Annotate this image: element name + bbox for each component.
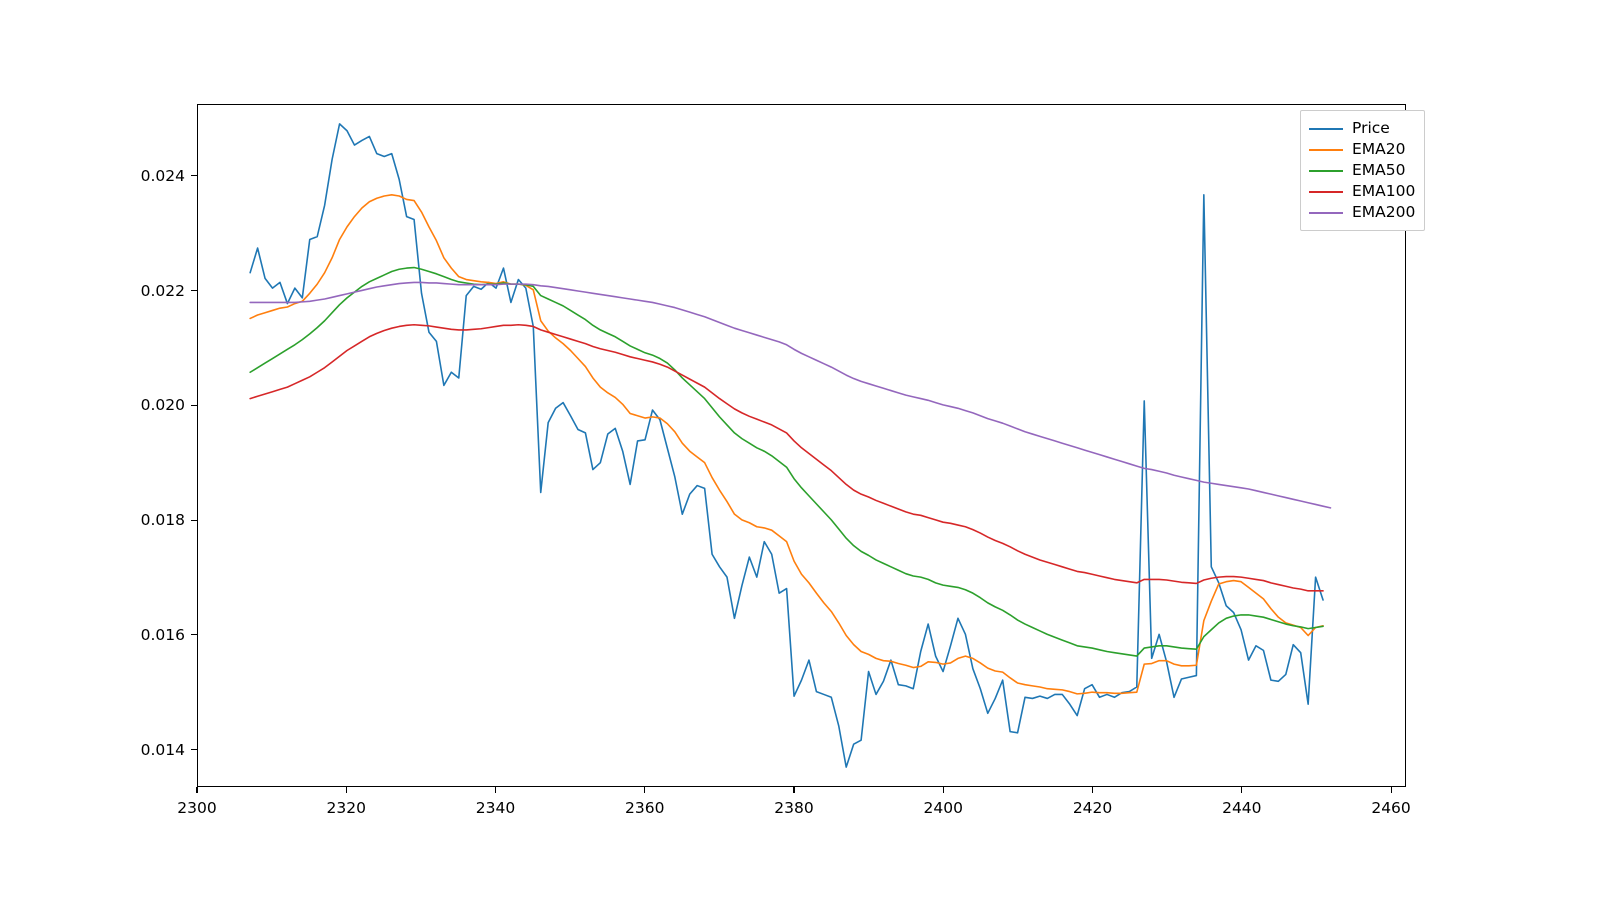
legend-item-ema50: EMA50: [1309, 160, 1415, 181]
x-tick-mark: [942, 787, 944, 793]
y-tick-mark: [191, 175, 197, 177]
y-tick-mark: [191, 289, 197, 292]
legend-item-price: Price: [1309, 118, 1415, 139]
y-tick-label: 0.020: [140, 396, 185, 415]
series-canvas: [249, 123, 1332, 768]
y-tick-label: 0.024: [140, 166, 185, 185]
x-tick-label: 2400: [923, 799, 964, 817]
x-tick-label: 2300: [177, 799, 217, 817]
legend-color-swatch: [1309, 169, 1343, 172]
y-tick-mark: [191, 749, 197, 751]
x-tick-mark: [644, 787, 646, 793]
x-tick-label: 2440: [1222, 799, 1262, 817]
legend-label: EMA20: [1352, 139, 1406, 158]
y-tick-label: 0.014: [140, 740, 185, 759]
x-tick-mark: [1241, 787, 1243, 793]
x-tick-label: 2360: [625, 799, 665, 817]
x-tick-mark: [1092, 787, 1094, 793]
legend-label: Price: [1352, 118, 1390, 137]
x-tick-label: 2420: [1072, 799, 1113, 817]
x-tick-mark: [494, 787, 497, 793]
legend-label: EMA50: [1352, 160, 1406, 179]
series-line-price: [249, 123, 1324, 768]
x-tick-label: 2380: [774, 799, 814, 817]
y-tick-label: 0.016: [140, 625, 185, 644]
legend-color-swatch: [1309, 127, 1343, 130]
legend-item-ema100: EMA100: [1309, 181, 1415, 202]
series-line-ema20: [249, 194, 1324, 695]
chart-legend: Price EMA20 EMA50 EMA100 EMA200: [1300, 110, 1426, 231]
x-tick-label: 2460: [1371, 799, 1411, 817]
x-tick-mark: [196, 787, 198, 793]
x-tick-label: 2320: [326, 799, 366, 817]
legend-color-swatch: [1309, 148, 1343, 151]
legend-color-swatch: [1309, 190, 1343, 193]
legend-label: EMA100: [1352, 181, 1416, 200]
series-line-ema200: [249, 281, 1332, 509]
series-line-ema50: [249, 266, 1324, 657]
legend-item-ema200: EMA200: [1309, 202, 1415, 223]
y-tick-mark: [191, 404, 197, 406]
series-line-ema100: [249, 323, 1324, 592]
legend-color-swatch: [1309, 211, 1343, 214]
legend-item-ema20: EMA20: [1309, 139, 1415, 160]
x-tick-mark: [793, 787, 795, 793]
plot-area: [197, 104, 1406, 787]
x-tick-label: 2340: [475, 799, 516, 817]
y-tick-label: 0.022: [140, 281, 185, 300]
x-tick-mark: [345, 787, 347, 793]
y-tick-label: 0.018: [140, 511, 185, 530]
y-tick-mark: [191, 634, 197, 636]
legend-label: EMA200: [1352, 202, 1416, 221]
y-tick-mark: [191, 519, 197, 521]
x-tick-mark: [1390, 787, 1392, 793]
